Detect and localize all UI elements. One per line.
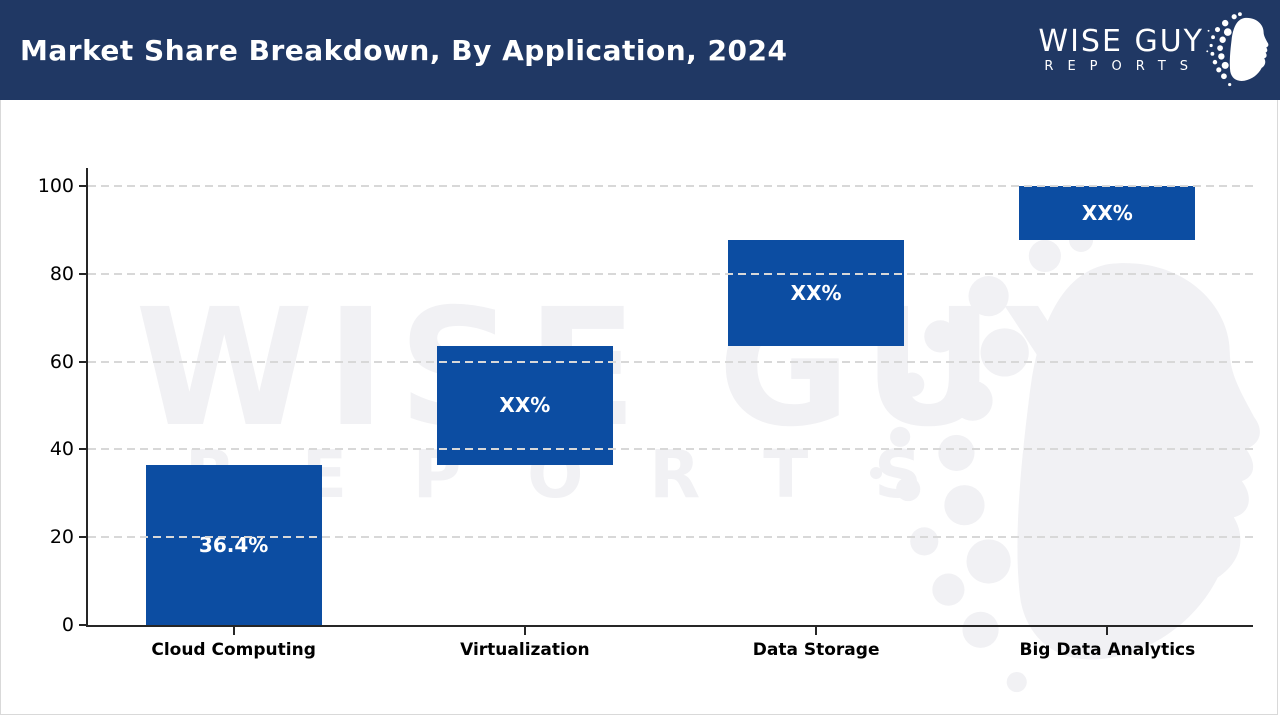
yaxis-label-0: 0 — [61, 614, 74, 636]
ytick-40 — [79, 448, 86, 451]
logo-text: WISE GUY REPORTS — [1038, 26, 1204, 75]
yaxis-label-20: 20 — [49, 526, 74, 549]
xaxis-label-3: Big Data Analytics — [1019, 640, 1196, 660]
ytick-100 — [79, 185, 86, 187]
bar-value-label: XX% — [499, 393, 551, 418]
xtick-0 — [232, 627, 235, 635]
xaxis-label-2: Data Storage — [752, 640, 880, 660]
gridline-80 — [88, 272, 1253, 275]
yaxis-label-100: 100 — [37, 175, 74, 197]
bar-value-label: XX% — [790, 281, 842, 306]
logo-subtitle: REPORTS — [1044, 59, 1203, 75]
header-bar: Market Share Breakdown, By Application, … — [0, 0, 1280, 100]
ytick-20 — [79, 536, 86, 539]
logo-wordmark: WISE GUY — [1038, 23, 1204, 59]
gridline-20 — [88, 536, 1253, 539]
xtick-1 — [523, 627, 526, 635]
xtick-3 — [1106, 627, 1109, 635]
watermark-head-icon — [870, 227, 1260, 693]
xaxis-label-1: Virtualization — [460, 640, 590, 660]
yaxis-label-60: 60 — [49, 350, 74, 373]
gridline-40 — [88, 448, 1253, 451]
bar-big-data-analytics: XX% — [1019, 186, 1196, 241]
watermark-wordmark: WISE GUY — [135, 275, 1136, 463]
gridline-100 — [88, 185, 1253, 187]
bar-value-label: XX% — [1081, 201, 1133, 226]
xaxis-label-0: Cloud Computing — [151, 640, 316, 660]
page-title: Market Share Breakdown, By Application, … — [20, 33, 788, 67]
y-axis-line — [86, 168, 88, 627]
bar-cloud-computing: 36.4% — [145, 465, 322, 625]
yaxis-label-40: 40 — [49, 438, 74, 461]
xtick-2 — [815, 627, 818, 635]
bar-data-storage: XX% — [728, 240, 905, 346]
ytick-60 — [79, 360, 86, 363]
ytick-80 — [79, 272, 86, 275]
x-axis-line — [86, 625, 1253, 627]
ytick-0 — [79, 624, 86, 626]
yaxis-label-80: 80 — [49, 262, 74, 285]
gridline-60 — [88, 360, 1253, 363]
bar-virtualization: XX% — [436, 345, 613, 466]
wise-guy-reports-logo: WISE GUY REPORTS — [1038, 6, 1270, 94]
